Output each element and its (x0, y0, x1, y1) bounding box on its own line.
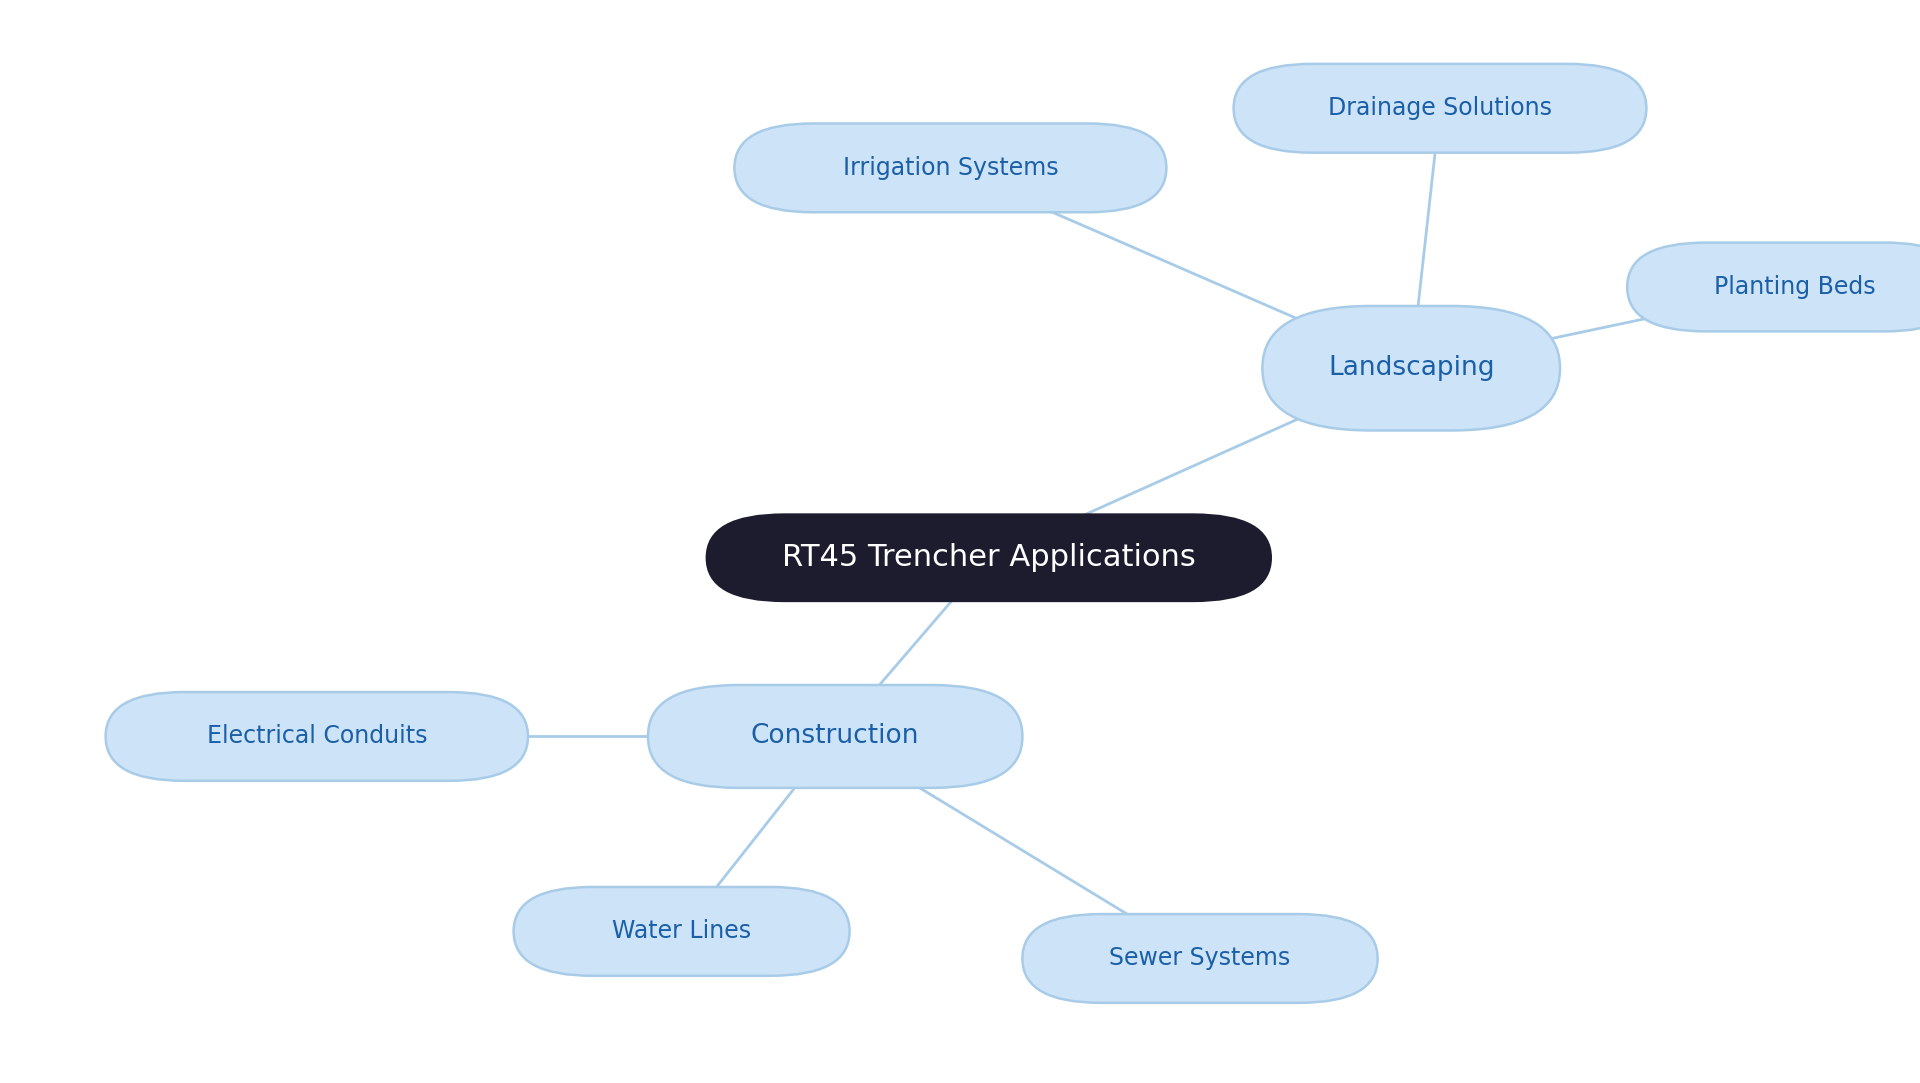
Text: Water Lines: Water Lines (612, 919, 751, 943)
FancyBboxPatch shape (106, 692, 528, 781)
Text: Construction: Construction (751, 723, 920, 749)
FancyBboxPatch shape (1263, 305, 1559, 430)
FancyBboxPatch shape (707, 513, 1273, 602)
Text: RT45 Trencher Applications: RT45 Trencher Applications (781, 544, 1196, 572)
FancyBboxPatch shape (1021, 914, 1379, 1003)
Text: Electrical Conduits: Electrical Conduits (207, 725, 426, 748)
FancyBboxPatch shape (1233, 64, 1645, 153)
Text: Drainage Solutions: Drainage Solutions (1329, 96, 1551, 120)
FancyBboxPatch shape (733, 123, 1167, 212)
Text: Planting Beds: Planting Beds (1715, 275, 1876, 299)
FancyBboxPatch shape (649, 684, 1021, 788)
Text: Irrigation Systems: Irrigation Systems (843, 156, 1058, 180)
FancyBboxPatch shape (513, 887, 849, 976)
Text: Sewer Systems: Sewer Systems (1110, 947, 1290, 970)
Text: Landscaping: Landscaping (1329, 355, 1494, 381)
FancyBboxPatch shape (1628, 243, 1920, 331)
